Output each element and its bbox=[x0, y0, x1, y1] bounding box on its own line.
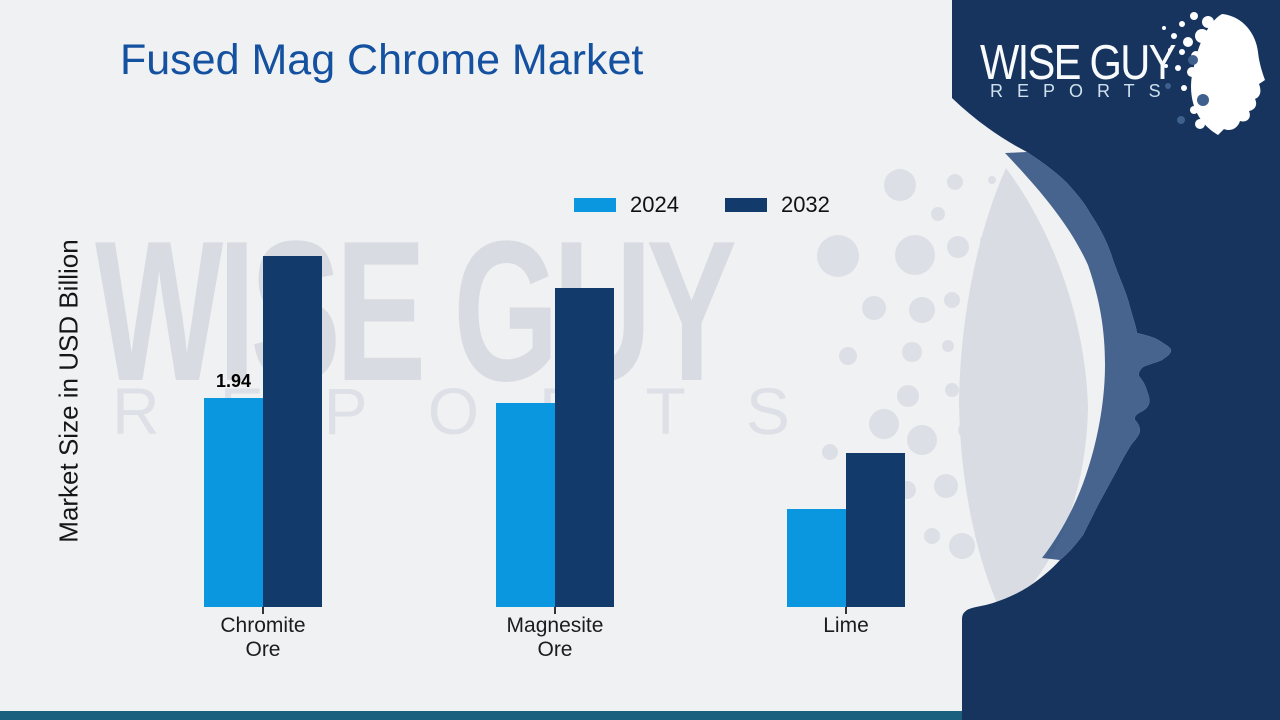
x-axis-tick-lime bbox=[845, 607, 847, 614]
bar-2024-magnesite-ore bbox=[496, 403, 555, 607]
inner-face-shadow bbox=[959, 168, 1088, 614]
legend-swatch-2032 bbox=[724, 198, 767, 212]
logo-wiseguy-text: WISE GUY bbox=[980, 36, 1176, 90]
bar-2032-magnesite-ore bbox=[555, 288, 614, 607]
logo-face-icon bbox=[1162, 12, 1265, 135]
category-label-magnesite-ore: Magnesite Ore bbox=[506, 614, 604, 662]
legend-label-2024: 2024 bbox=[630, 192, 679, 217]
navy-panel bbox=[952, 0, 1280, 720]
bar-2032-lime bbox=[846, 453, 905, 607]
legend-swatch-2024 bbox=[574, 198, 616, 212]
category-label-lime: Lime bbox=[823, 614, 869, 637]
bottom-accent-strip bbox=[0, 711, 1280, 720]
legend-item-2032: 2032 bbox=[724, 192, 830, 218]
category-label-chromite-ore: Chromite Ore bbox=[220, 614, 306, 662]
bar-2032-chromite-ore bbox=[263, 256, 322, 607]
bar-value-label: 1.94 bbox=[215, 371, 252, 391]
logo-reports-text: REPORTS bbox=[990, 81, 1175, 101]
chart-legend: 2024 2032 bbox=[574, 192, 830, 218]
legend-label-2032: 2032 bbox=[780, 192, 830, 217]
bar-2024-chromite-ore bbox=[204, 398, 263, 607]
watermark-wiseguy: WISE GUY bbox=[95, 200, 737, 423]
legend-item-2024: 2024 bbox=[574, 192, 679, 218]
bar-2024-lime bbox=[787, 509, 846, 607]
logo-dots bbox=[1162, 12, 1217, 129]
face-silhouette-band bbox=[1005, 152, 1172, 560]
x-axis-tick-magnesite-ore bbox=[554, 607, 556, 614]
x-axis-tick-chromite-ore bbox=[262, 607, 264, 614]
y-axis-label: Market Size in USD Billion bbox=[53, 239, 84, 543]
logo-dots-accent bbox=[1165, 55, 1209, 124]
chart-title: Fused Mag Chrome Market bbox=[120, 36, 644, 84]
